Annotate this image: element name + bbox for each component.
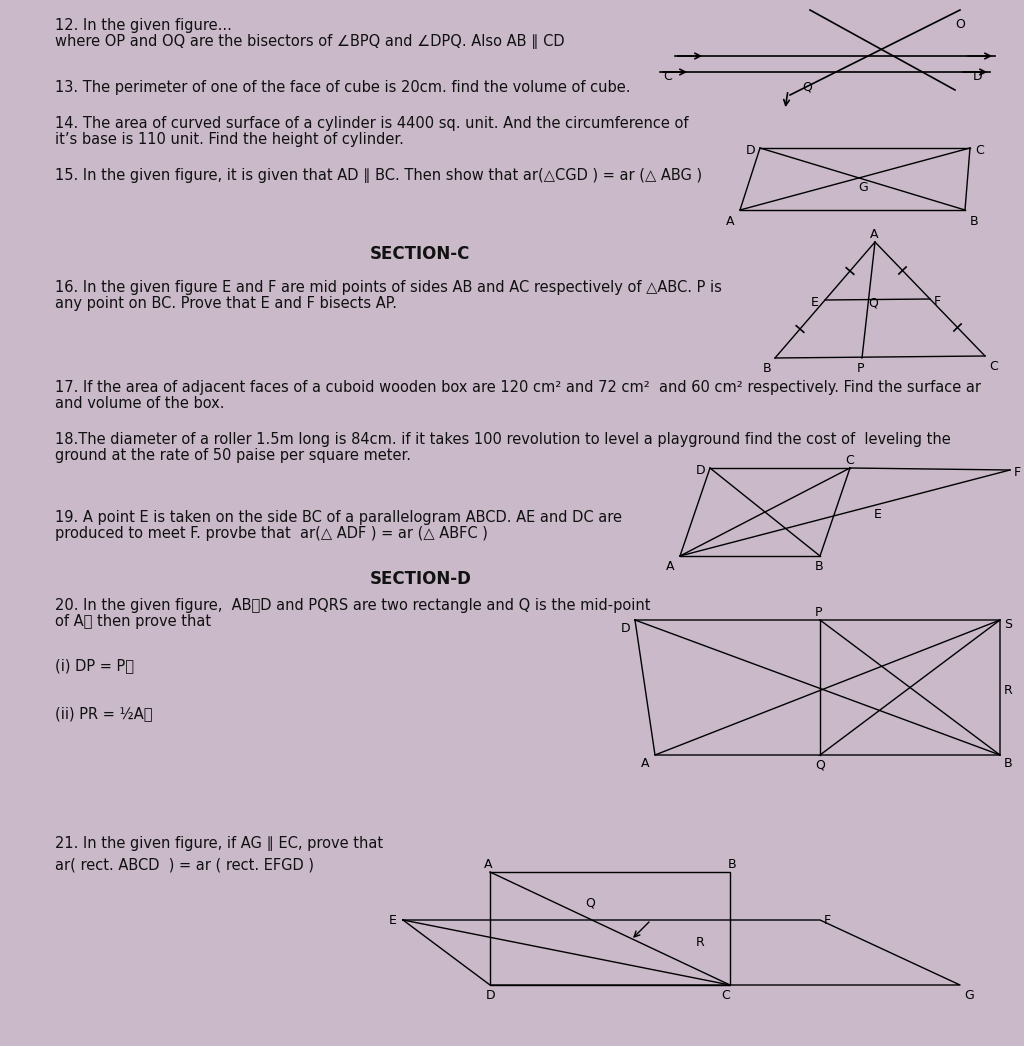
Text: E: E: [811, 296, 819, 309]
Text: 19. A point E is taken on the side BC of a parallelogram ABCD. AE and DC are: 19. A point E is taken on the side BC of…: [55, 510, 622, 525]
Text: where OP and OQ are the bisectors of ∠BPQ and ∠DPQ. Also AB ∥ CD: where OP and OQ are the bisectors of ∠BP…: [55, 35, 564, 49]
Text: A: A: [726, 215, 734, 228]
Text: it’s base is 110 unit. Find the height of cylinder.: it’s base is 110 unit. Find the height o…: [55, 132, 403, 147]
Text: D: D: [621, 622, 631, 635]
Text: 12. In the given figure...: 12. In the given figure...: [55, 18, 231, 33]
Text: G: G: [964, 990, 974, 1002]
Text: A: A: [483, 858, 493, 871]
Text: D: D: [973, 70, 983, 83]
Text: B: B: [970, 215, 979, 228]
Text: B: B: [728, 858, 736, 871]
Text: C: C: [722, 990, 730, 1002]
Text: P: P: [857, 362, 864, 376]
Text: F: F: [1014, 467, 1021, 479]
Text: R: R: [696, 936, 705, 950]
Text: any point on BC. Prove that E and F bisects AP.: any point on BC. Prove that E and F bise…: [55, 296, 397, 311]
Text: C: C: [664, 70, 673, 83]
Text: 20. In the given figure,  ABⓈD and PQRS are two rectangle and Q is the mid-point: 20. In the given figure, ABⓈD and PQRS a…: [55, 598, 650, 613]
Text: G: G: [858, 181, 867, 194]
Text: ar( rect. ABCD  ) = ar ( rect. EFGD ): ar( rect. ABCD ) = ar ( rect. EFGD ): [55, 858, 314, 873]
Text: Q: Q: [815, 759, 825, 772]
Text: (ii) PR = ½AⓈ: (ii) PR = ½AⓈ: [55, 706, 153, 721]
Text: Q: Q: [868, 296, 878, 309]
Text: produced to meet F. provbe that  ar(△ ADF ) = ar (△ ABFC ): produced to meet F. provbe that ar(△ ADF…: [55, 526, 487, 541]
Text: SECTION-C: SECTION-C: [370, 245, 470, 263]
Text: 16. In the given figure E and F are mid points of sides AB and AC respectively o: 16. In the given figure E and F are mid …: [55, 280, 722, 295]
Text: 17. If the area of adjacent faces of a cuboid wooden box are 120 cm² and 72 cm² : 17. If the area of adjacent faces of a c…: [55, 380, 981, 395]
Text: D: D: [746, 144, 756, 157]
Text: B: B: [763, 362, 772, 376]
Text: O: O: [955, 18, 965, 31]
Text: C: C: [845, 454, 854, 467]
Text: of AⓈ then prove that: of AⓈ then prove that: [55, 614, 211, 629]
Text: S: S: [1004, 618, 1012, 631]
Text: F: F: [934, 295, 941, 308]
Text: P: P: [815, 606, 822, 619]
Text: ground at the rate of 50 paise per square meter.: ground at the rate of 50 paise per squar…: [55, 448, 411, 463]
Text: C: C: [989, 360, 997, 373]
Text: A: A: [666, 560, 675, 573]
Text: B: B: [815, 560, 823, 573]
Text: 21. In the given figure, if AG ∥ EC, prove that: 21. In the given figure, if AG ∥ EC, pro…: [55, 836, 383, 851]
Text: 13. The perimeter of one of the face of cube is 20cm. find the volume of cube.: 13. The perimeter of one of the face of …: [55, 79, 631, 95]
Text: and volume of the box.: and volume of the box.: [55, 396, 224, 411]
Text: R: R: [1004, 683, 1013, 697]
Text: (i) DP = PⓈ: (i) DP = PⓈ: [55, 658, 134, 673]
Text: Q: Q: [802, 79, 812, 93]
Text: A: A: [641, 757, 649, 770]
Text: F: F: [824, 913, 831, 927]
Text: A: A: [870, 228, 879, 241]
Text: B: B: [1004, 757, 1013, 770]
Text: Q: Q: [585, 896, 595, 909]
Text: E: E: [874, 508, 882, 521]
Text: 18.The diameter of a roller 1.5m long is 84cm. if it takes 100 revolution to lev: 18.The diameter of a roller 1.5m long is…: [55, 432, 950, 447]
Text: D: D: [696, 464, 706, 477]
Text: C: C: [975, 144, 984, 157]
Text: D: D: [486, 990, 496, 1002]
Text: 14. The area of curved surface of a cylinder is 4400 sq. unit. And the circumfer: 14. The area of curved surface of a cyli…: [55, 116, 688, 131]
Text: SECTION-D: SECTION-D: [370, 570, 472, 588]
Text: E: E: [389, 913, 397, 927]
Text: 15. In the given figure, it is given that AD ∥ BC. Then show that ar(△CGD ) = ar: 15. In the given figure, it is given tha…: [55, 168, 702, 183]
